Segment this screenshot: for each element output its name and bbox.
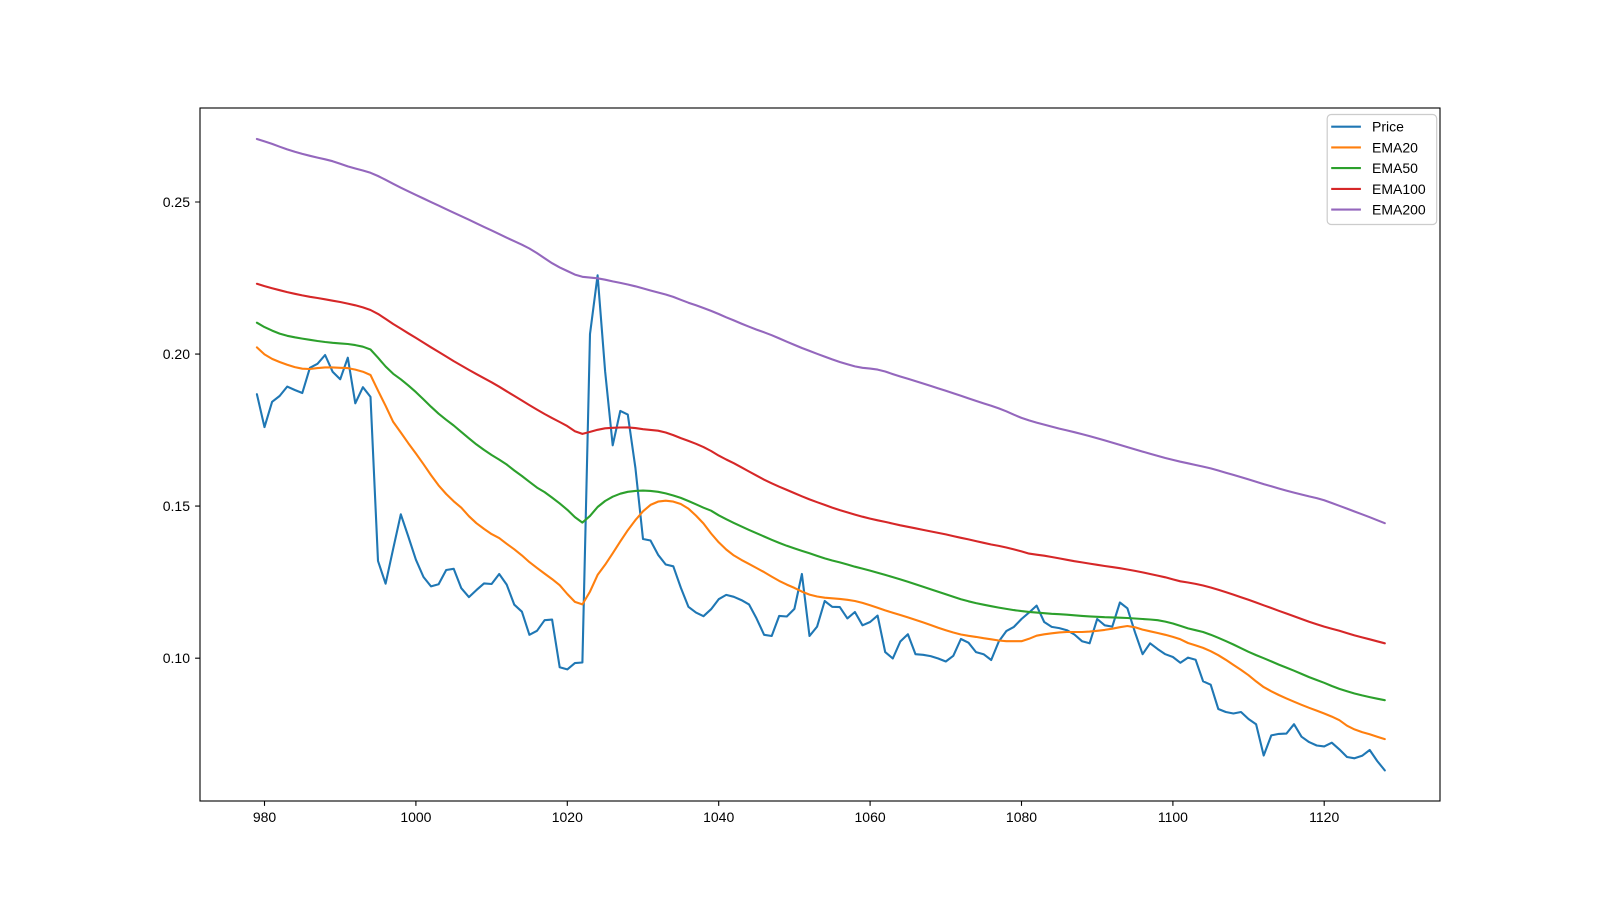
svg-text:980: 980 xyxy=(253,809,277,825)
svg-text:1020: 1020 xyxy=(552,809,583,825)
svg-text:0.15: 0.15 xyxy=(163,498,190,514)
svg-text:1040: 1040 xyxy=(703,809,734,825)
svg-text:EMA200: EMA200 xyxy=(1372,202,1426,218)
svg-text:EMA50: EMA50 xyxy=(1372,160,1418,176)
svg-text:0.25: 0.25 xyxy=(163,194,190,210)
svg-text:EMA20: EMA20 xyxy=(1372,139,1418,155)
svg-text:1100: 1100 xyxy=(1158,809,1188,825)
svg-text:0.10: 0.10 xyxy=(163,650,190,666)
svg-text:Price: Price xyxy=(1372,119,1404,135)
svg-text:0.20: 0.20 xyxy=(163,346,190,362)
svg-text:EMA100: EMA100 xyxy=(1372,181,1426,197)
svg-text:1000: 1000 xyxy=(400,809,431,825)
svg-text:1060: 1060 xyxy=(855,809,886,825)
svg-text:1080: 1080 xyxy=(1006,809,1037,825)
svg-text:1120: 1120 xyxy=(1309,809,1339,825)
